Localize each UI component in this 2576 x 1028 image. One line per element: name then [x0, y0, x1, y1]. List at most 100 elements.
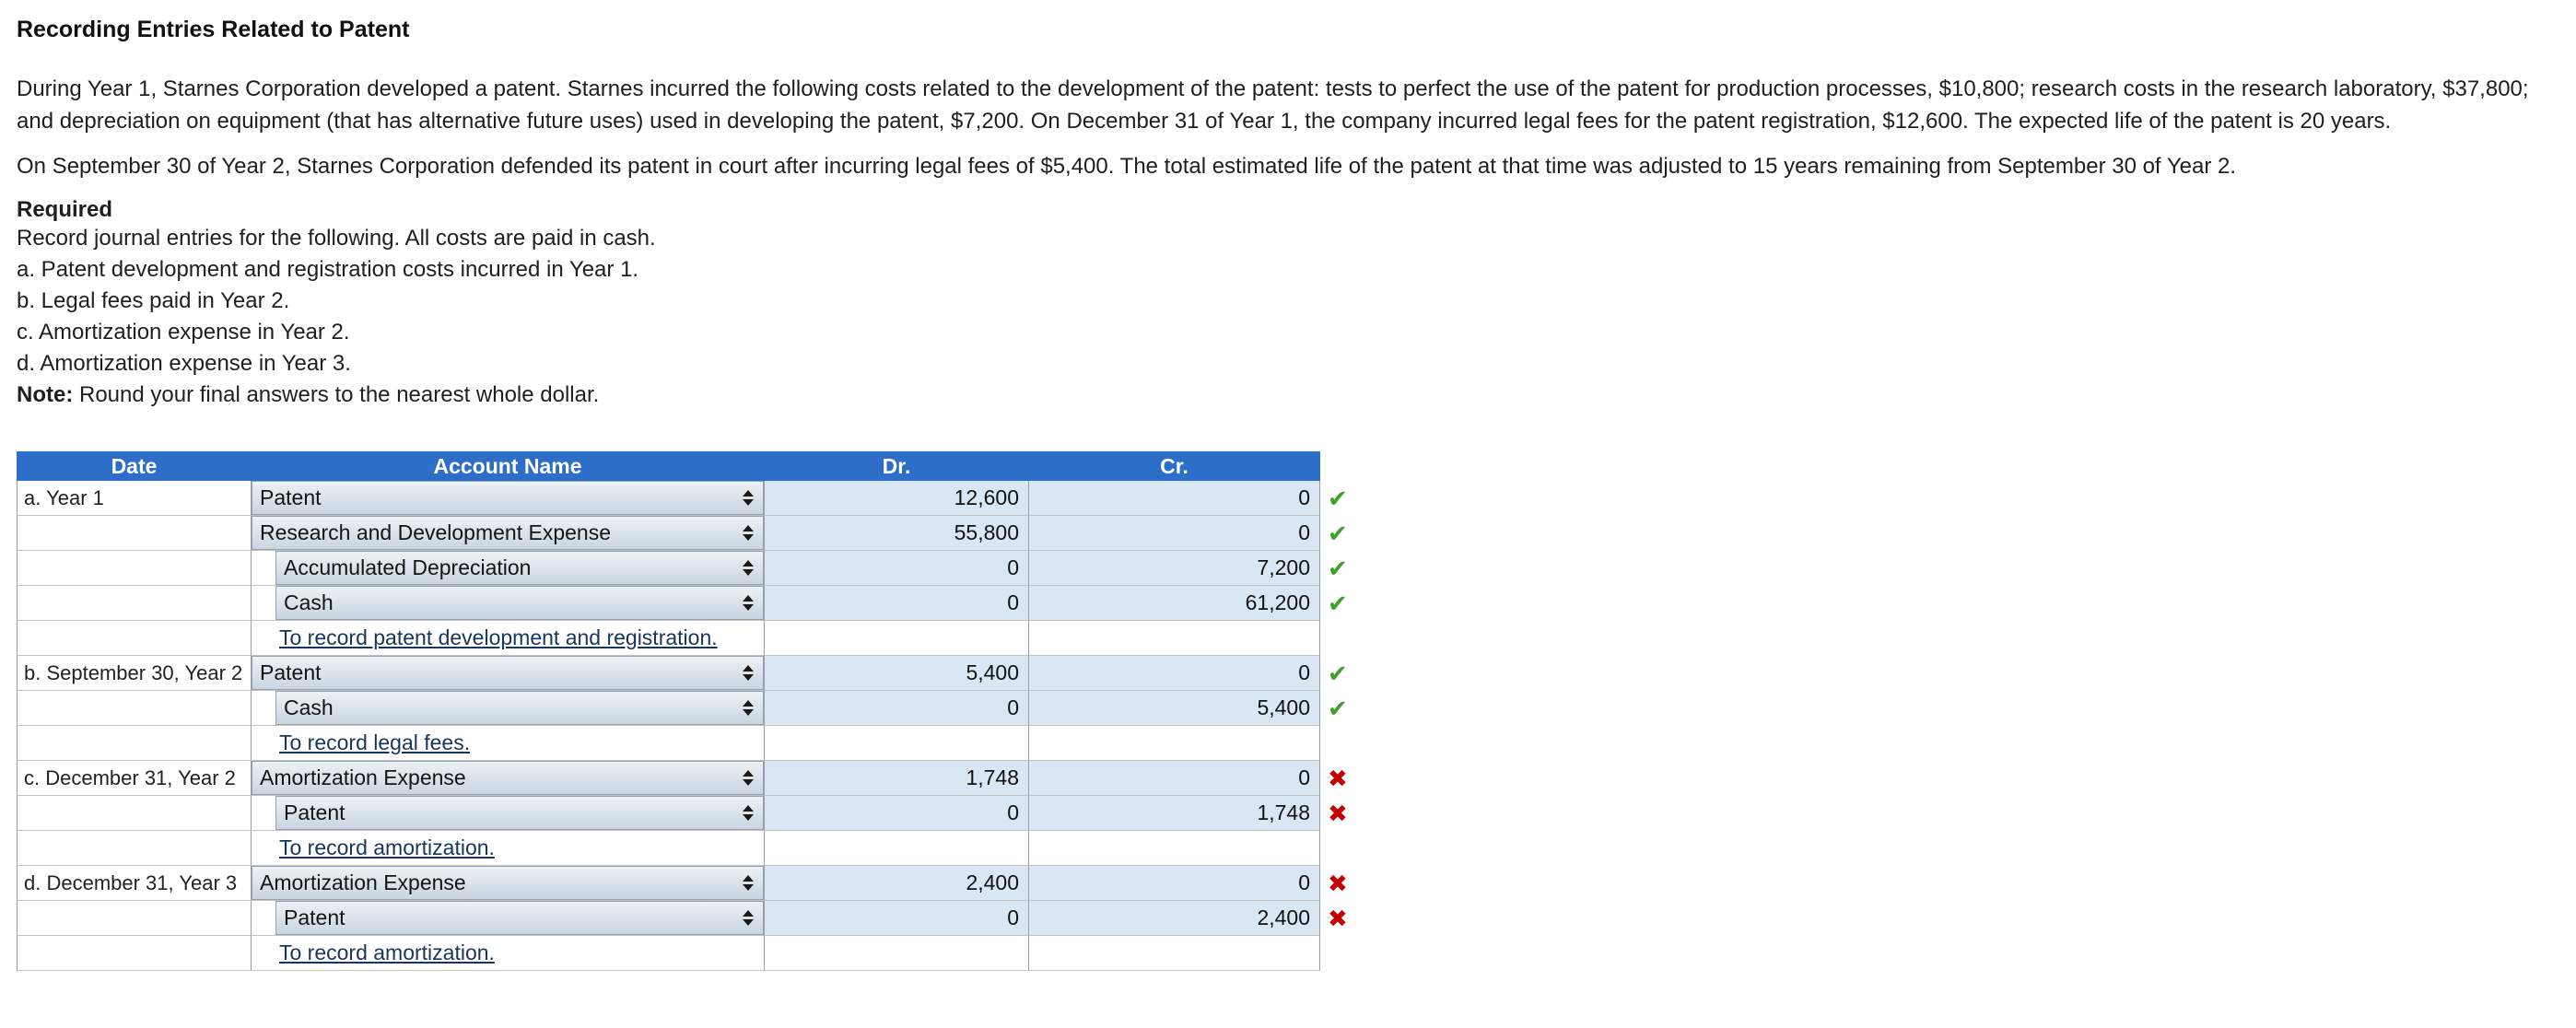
dr-input[interactable]: 0 — [765, 901, 1028, 935]
required-item-b: b. Legal fees paid in Year 2. — [17, 288, 290, 313]
cr-input[interactable]: 61,200 — [1029, 586, 1319, 620]
account-select-value: Amortization Expense — [260, 765, 466, 789]
account-select[interactable]: Patent — [252, 656, 764, 690]
dr-cell — [765, 621, 1029, 656]
dr-input[interactable]: 0 — [765, 691, 1028, 725]
down-arrow-icon — [743, 534, 754, 541]
down-arrow-icon — [743, 569, 754, 576]
table-row: To record amortization. — [17, 831, 1370, 866]
updown-stepper-icon — [743, 665, 754, 681]
cr-input[interactable]: 0 — [1029, 516, 1319, 550]
dr-input[interactable]: 1,748 — [765, 761, 1028, 795]
updown-stepper-icon — [743, 875, 754, 891]
date-cell: b. September 30, Year 2 — [17, 656, 252, 691]
account-cell: Research and Development Expense — [252, 516, 765, 551]
mark-cell — [1320, 726, 1370, 761]
dr-input[interactable]: 12,600 — [765, 481, 1028, 515]
up-arrow-icon — [743, 770, 754, 777]
table-row: To record amortization. — [17, 936, 1370, 971]
account-cell: To record legal fees. — [252, 726, 765, 761]
account-select[interactable]: Accumulated Depreciation — [275, 551, 764, 585]
date-cell — [17, 516, 252, 551]
updown-stepper-icon — [743, 805, 754, 821]
account-cell: Patent — [252, 796, 765, 831]
cr-cell: 0 — [1029, 656, 1320, 691]
cr-input[interactable]: 1,748 — [1029, 796, 1319, 830]
mark-cell — [1320, 936, 1370, 971]
date-cell: d. December 31, Year 3 — [17, 866, 252, 901]
cr-input[interactable]: 2,400 — [1029, 901, 1319, 935]
page-title: Recording Entries Related to Patent — [17, 17, 410, 42]
account-cell: To record amortization. — [252, 936, 765, 971]
dr-cell: 0 — [765, 586, 1029, 621]
account-select[interactable]: Cash — [275, 586, 764, 620]
cr-cell: 2,400 — [1029, 901, 1320, 936]
table-row: Patent 0 1,748 ✖ — [17, 796, 1370, 831]
dr-cell: 0 — [765, 901, 1029, 936]
dr-input[interactable]: 0 — [765, 551, 1028, 585]
account-select-value: Cash — [284, 695, 334, 719]
entry-description: To record amortization. — [279, 835, 495, 859]
down-arrow-icon — [743, 604, 754, 611]
journal-entry-table: Date Account Name Dr. Cr. a. Year 1 Patent 12,… — [17, 451, 1370, 971]
column-header-dr: Dr. — [765, 451, 1029, 481]
cr-input[interactable]: 5,400 — [1029, 691, 1319, 725]
dr-input[interactable]: 5,400 — [765, 656, 1028, 690]
dr-cell: 1,748 — [765, 761, 1029, 796]
date-cell — [17, 621, 252, 656]
up-arrow-icon — [743, 700, 754, 707]
column-header-cr: Cr. — [1029, 451, 1320, 481]
table-row: Cash 0 5,400 ✔ — [17, 691, 1370, 726]
cr-input[interactable]: 0 — [1029, 481, 1319, 515]
up-arrow-icon — [743, 875, 754, 882]
cr-input[interactable]: 0 — [1029, 761, 1319, 795]
cr-input[interactable]: 7,200 — [1029, 551, 1319, 585]
updown-stepper-icon — [743, 525, 754, 541]
dr-input[interactable]: 55,800 — [765, 516, 1028, 550]
table-row: b. September 30, Year 2 Patent 5,400 0 ✔ — [17, 656, 1370, 691]
cr-cell — [1029, 621, 1320, 656]
dr-cell: 0 — [765, 796, 1029, 831]
cr-input[interactable]: 0 — [1029, 656, 1319, 690]
account-select-value: Accumulated Depreciation — [284, 555, 532, 579]
dr-input[interactable]: 0 — [765, 796, 1028, 830]
date-cell: a. Year 1 — [17, 481, 252, 516]
table-row: a. Year 1 Patent 12,600 0 ✔ — [17, 481, 1370, 516]
up-arrow-icon — [743, 665, 754, 672]
dr-cell — [765, 726, 1029, 761]
down-arrow-icon — [743, 709, 754, 716]
account-select[interactable]: Amortization Expense — [252, 761, 764, 795]
correct-check-icon: ✔ — [1328, 554, 1348, 582]
account-select[interactable]: Patent — [275, 901, 764, 935]
cr-cell: 61,200 — [1029, 586, 1320, 621]
account-select-value: Patent — [284, 905, 345, 929]
correct-check-icon: ✔ — [1328, 484, 1348, 512]
table-row: d. December 31, Year 3 Amortization Expen… — [17, 866, 1370, 901]
entry-description: To record patent development and registr… — [279, 625, 718, 649]
correct-check-icon: ✔ — [1328, 589, 1348, 617]
date-cell — [17, 691, 252, 726]
account-select-value: Amortization Expense — [260, 870, 466, 894]
dr-input[interactable]: 0 — [765, 586, 1028, 620]
problem-paragraph-2: On September 30 of Year 2, Starnes Corpo… — [17, 154, 2237, 179]
date-cell — [17, 726, 252, 761]
account-select[interactable]: Patent — [252, 481, 764, 515]
updown-stepper-icon — [743, 560, 754, 576]
account-cell: Amortization Expense — [252, 866, 765, 901]
account-select[interactable]: Amortization Expense — [252, 866, 764, 900]
column-header-date: Date — [17, 451, 252, 481]
table-row: c. December 31, Year 2 Amortization Expen… — [17, 761, 1370, 796]
correct-check-icon: ✔ — [1328, 694, 1348, 722]
down-arrow-icon — [743, 499, 754, 506]
cr-input[interactable]: 0 — [1029, 866, 1319, 900]
table-row: Accumulated Depreciation 0 7,200 ✔ — [17, 551, 1370, 586]
account-select[interactable]: Patent — [275, 796, 764, 830]
table-row: To record patent development and registr… — [17, 621, 1370, 656]
incorrect-x-icon: ✖ — [1328, 799, 1348, 827]
table-row: Patent 0 2,400 ✖ — [17, 901, 1370, 936]
account-select[interactable]: Research and Development Expense — [252, 516, 764, 550]
date-cell — [17, 551, 252, 586]
dr-input[interactable]: 2,400 — [765, 866, 1028, 900]
account-select[interactable]: Cash — [275, 691, 764, 725]
updown-stepper-icon — [743, 490, 754, 506]
